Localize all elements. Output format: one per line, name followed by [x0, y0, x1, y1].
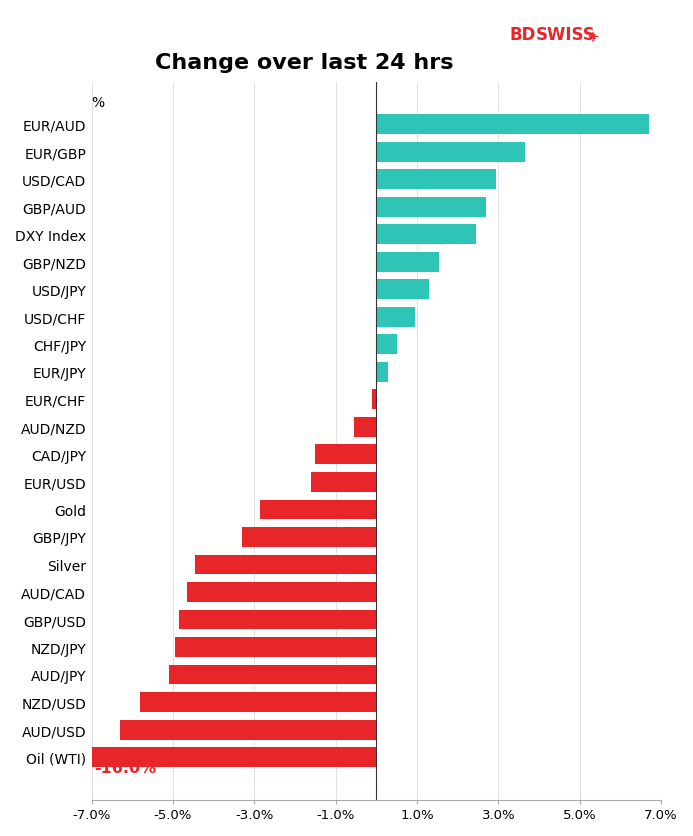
Text: ✈: ✈ — [588, 30, 599, 43]
Bar — [376, 280, 430, 300]
Bar — [354, 417, 376, 437]
Bar — [91, 747, 376, 767]
Bar — [376, 115, 649, 135]
Bar — [315, 445, 376, 465]
Bar — [120, 720, 376, 740]
Bar — [376, 225, 476, 245]
Bar — [195, 555, 376, 574]
Bar — [376, 252, 439, 273]
Bar — [242, 528, 376, 548]
Text: SWISS: SWISS — [536, 26, 595, 44]
Text: %: % — [91, 96, 105, 110]
Bar — [179, 610, 376, 630]
Bar — [376, 363, 388, 382]
Bar — [141, 692, 376, 712]
Bar — [311, 472, 376, 492]
Bar — [169, 665, 376, 685]
Bar — [175, 637, 376, 657]
Bar — [376, 143, 525, 162]
Bar — [371, 390, 376, 410]
Bar — [376, 335, 397, 354]
Bar — [376, 197, 486, 217]
Text: -16.0%: -16.0% — [94, 760, 156, 775]
Bar — [187, 583, 376, 602]
Bar — [376, 308, 415, 327]
Bar — [376, 170, 496, 190]
Text: BD: BD — [509, 26, 536, 44]
Title: Change over last 24 hrs : Change over last 24 hrs — [155, 53, 462, 73]
Bar — [261, 500, 376, 520]
